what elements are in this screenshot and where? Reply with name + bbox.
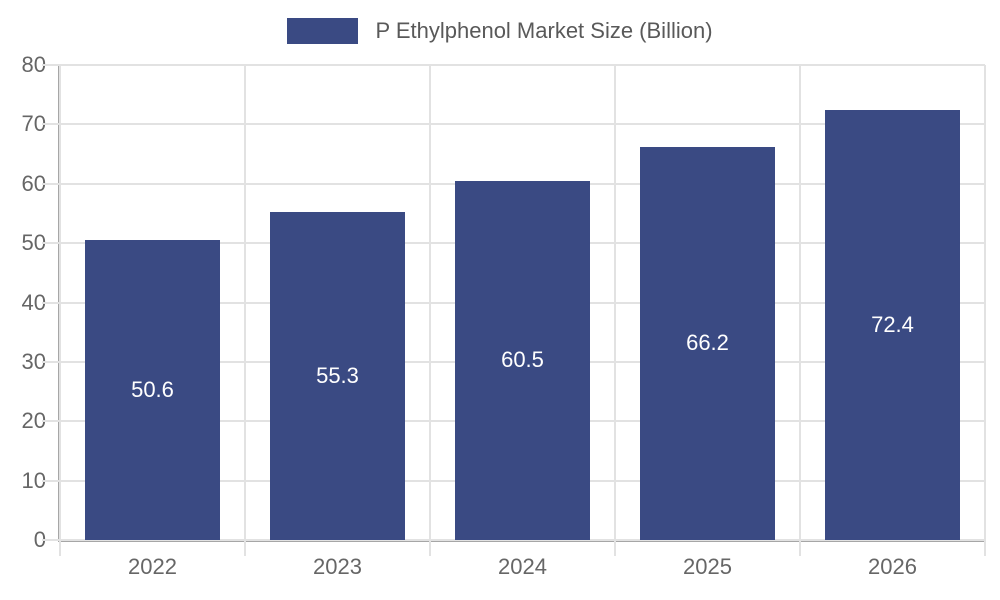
y-tick-label: 80 <box>21 52 46 77</box>
plot-area: 50.6 55.3 60.5 66.2 72.4 <box>42 64 986 556</box>
gridline-horizontal <box>42 539 985 541</box>
y-axis: 0 10 20 30 40 50 60 70 80 <box>0 54 46 551</box>
bar[interactable]: 72.4 <box>824 110 961 540</box>
x-tick-label: 2023 <box>313 554 362 579</box>
y-tick-label: 40 <box>21 289 46 315</box>
x-tick-label: 2022 <box>128 554 177 579</box>
bar[interactable]: 60.5 <box>454 180 591 540</box>
bar-value-label: 50.6 <box>131 376 174 402</box>
gridline-horizontal <box>42 123 985 126</box>
gridline-vertical <box>799 65 801 556</box>
x-tick-label: 2024 <box>498 554 547 579</box>
gridline-vertical <box>614 65 616 556</box>
gridline-vertical <box>429 65 431 556</box>
bar-cell: 60.5 <box>430 65 615 540</box>
y-tick-label: 30 <box>21 348 46 374</box>
legend-label: P Ethylphenol Market Size (Billion) <box>375 18 713 43</box>
gridline-horizontal <box>42 64 985 66</box>
gridline-vertical <box>244 65 246 556</box>
bar-cell: 72.4 <box>800 65 985 540</box>
y-tick-label: 0 <box>33 527 46 552</box>
bar-value-label: 72.4 <box>871 312 914 338</box>
y-tick-label: 60 <box>21 170 46 196</box>
bar-value-label: 66.2 <box>686 330 729 356</box>
bar-value-label: 60.5 <box>501 347 544 373</box>
x-axis: 2022 2023 2024 2025 2026 <box>60 551 985 583</box>
bar[interactable]: 55.3 <box>269 211 406 540</box>
y-tick-label: 20 <box>21 408 46 434</box>
gridline-vertical <box>984 65 986 556</box>
bar[interactable]: 66.2 <box>639 146 776 540</box>
bar[interactable]: 50.6 <box>84 239 221 540</box>
bar-cell: 50.6 <box>60 65 245 540</box>
y-tick-label: 10 <box>21 467 46 493</box>
x-tick-label: 2026 <box>868 554 917 579</box>
bar-cell: 55.3 <box>245 65 430 540</box>
gridline-vertical <box>59 65 61 556</box>
bar-series: 50.6 55.3 60.5 66.2 72.4 <box>60 65 985 540</box>
x-tick-label: 2025 <box>683 554 732 579</box>
bar-value-label: 55.3 <box>316 362 359 388</box>
legend[interactable]: P Ethylphenol Market Size (Billion) <box>0 15 1000 47</box>
y-tick-label: 50 <box>21 230 46 256</box>
y-tick-label: 70 <box>21 111 46 137</box>
legend-swatch-icon <box>287 18 359 44</box>
bar-cell: 66.2 <box>615 65 800 540</box>
